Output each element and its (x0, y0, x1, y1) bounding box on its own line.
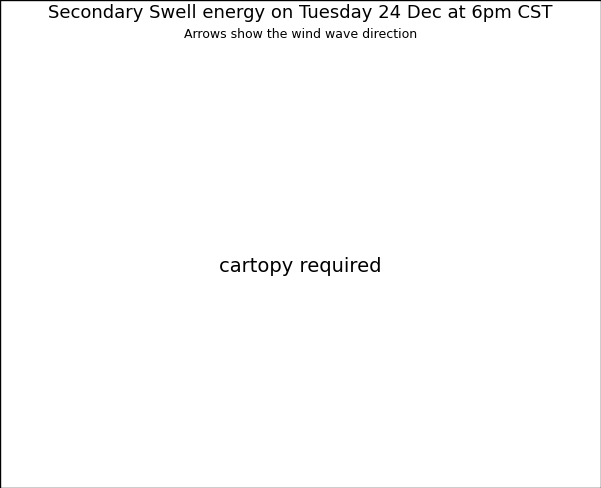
Text: Arrows show the wind wave direction: Arrows show the wind wave direction (184, 27, 417, 41)
Text: cartopy required: cartopy required (219, 257, 382, 276)
Text: Secondary Swell energy on Tuesday 24 Dec at 6pm CST: Secondary Swell energy on Tuesday 24 Dec… (48, 4, 553, 21)
